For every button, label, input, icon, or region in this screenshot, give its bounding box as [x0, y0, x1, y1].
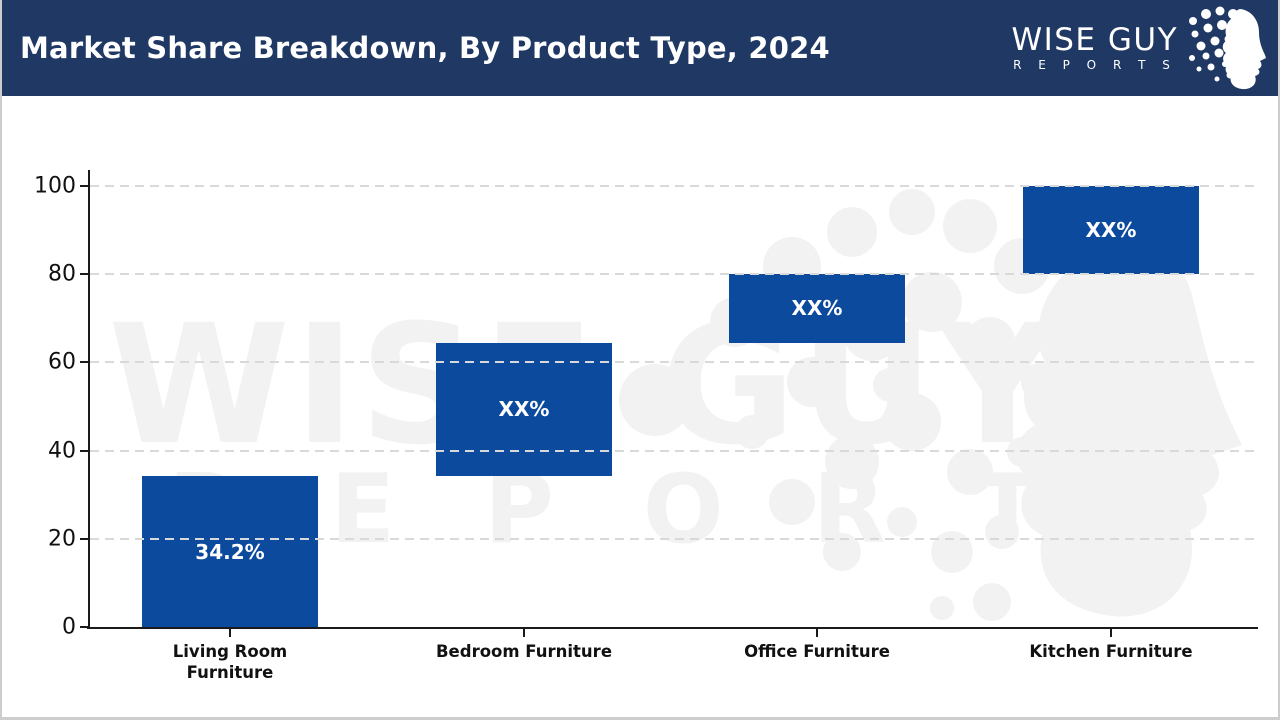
gridline-80 — [90, 273, 1258, 276]
x-tick-2 — [523, 629, 525, 637]
y-axis-line — [88, 170, 90, 629]
y-tick-20 — [80, 537, 88, 540]
x-category-label-1: Living Room Furniture — [172, 642, 288, 683]
bar-value-label-1: 34.2% — [195, 539, 265, 564]
y-tick-100 — [80, 185, 88, 187]
x-category-label-2: Bedroom Furniture — [435, 642, 613, 661]
bar-4 — [1023, 186, 1199, 275]
x-axis-line — [87, 627, 1258, 629]
brand-subname: R E P O R T S — [1013, 58, 1177, 73]
gridline-100 — [90, 185, 1258, 187]
y-tick-label-80: 80 — [48, 261, 76, 287]
bar-value-label-4: XX% — [1085, 218, 1137, 243]
x-tick-1 — [229, 629, 231, 637]
watermark-head-dots — [619, 189, 1242, 621]
head-profile-dots-icon — [1189, 6, 1266, 90]
header-bar: Market Share Breakdown, By Product Type,… — [0, 0, 1280, 96]
bar-2 — [436, 342, 612, 477]
chart-plot-area: WISE GUY R E P O R T S 0 20 40 60 80 100 34.2%… — [0, 96, 1280, 720]
y-tick-label-40: 40 — [48, 438, 76, 464]
brand-logo: WISE GUY R E P O R T S — [1011, 5, 1280, 91]
gridline-60 — [90, 361, 1258, 364]
y-tick-label-60: 60 — [48, 349, 76, 375]
y-tick-label-20: 20 — [48, 526, 76, 552]
bar-1 — [142, 476, 318, 627]
y-tick-80 — [80, 273, 88, 276]
y-tick-label-100: 100 — [34, 173, 76, 199]
gridline-20 — [90, 537, 1258, 540]
y-tick-60 — [80, 361, 88, 364]
y-tick-40 — [80, 449, 88, 452]
bar-value-label-3: XX% — [791, 296, 843, 321]
chart-title: Market Share Breakdown, By Product Type,… — [20, 31, 830, 65]
x-tick-4 — [1110, 629, 1112, 637]
brand-name: WISE GUY — [1011, 21, 1178, 58]
bar-3 — [729, 274, 905, 343]
x-tick-3 — [816, 629, 818, 637]
bar-value-label-2: XX% — [498, 397, 550, 422]
y-tick-0 — [80, 626, 88, 628]
x-category-label-3: Office Furniture — [744, 642, 890, 661]
gridline-40 — [90, 449, 1258, 452]
y-tick-label-0: 0 — [62, 614, 76, 640]
brand-logo-text: WISE GUY R E P O R T S — [1011, 24, 1178, 73]
x-category-label-4: Kitchen Furniture — [1029, 642, 1193, 661]
watermark: WISE GUY R E P O R T S — [108, 189, 1242, 621]
